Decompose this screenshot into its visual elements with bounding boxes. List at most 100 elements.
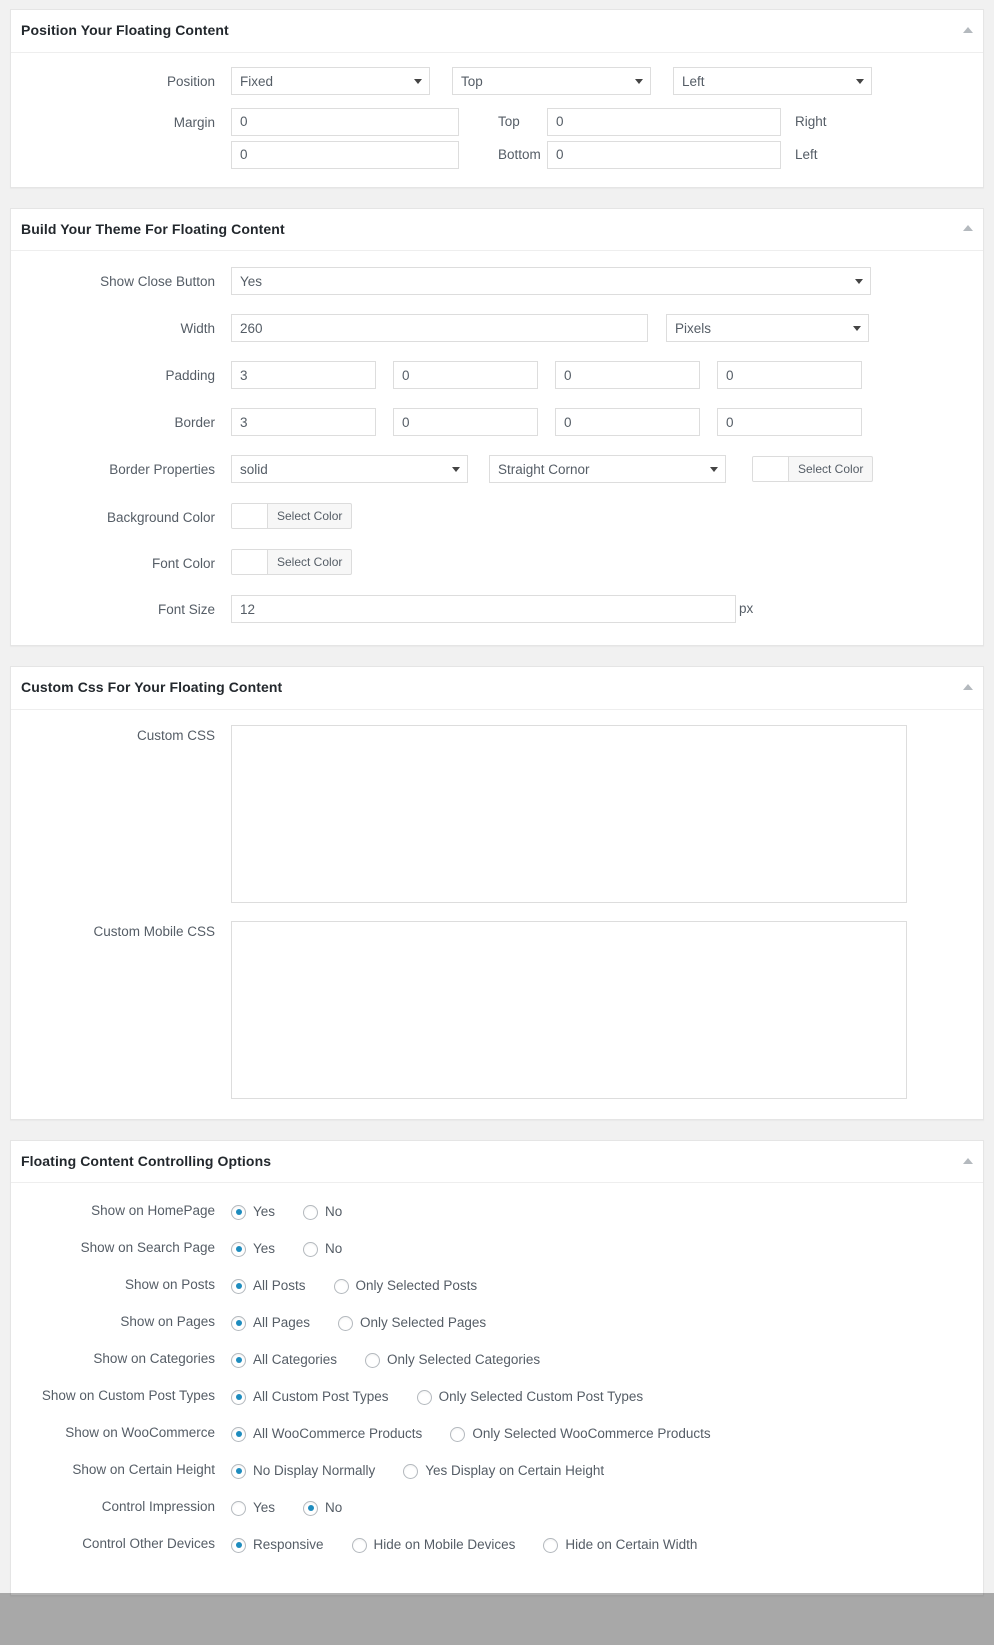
label-show-on-homepage: Show on HomePage (91, 1203, 215, 1219)
label-font-color: Font Color (151, 556, 215, 572)
custom-css-textarea[interactable] (231, 724, 907, 903)
radio-option-all-custom-post-types[interactable]: All Custom Post Types (231, 1384, 389, 1407)
radio-option-all-categories[interactable]: All Categories (231, 1347, 337, 1370)
radio-option-only-selected-woocommerce-products[interactable]: Only Selected WooCommerce Products (450, 1421, 711, 1444)
panel-header-theme[interactable]: Build Your Theme For Floating Content (11, 209, 983, 252)
show-close-button-select[interactable]: Yes (231, 267, 871, 296)
border-color-swatch[interactable] (753, 457, 789, 482)
margin-top-input[interactable] (231, 107, 459, 136)
radio-option-no[interactable]: No (303, 1495, 342, 1518)
field-row-show-on-custom-post-types: Show on Custom Post Types All Custom Post… (21, 1384, 973, 1407)
chevron-down-icon (855, 279, 863, 285)
radio-option-yes[interactable]: Yes (231, 1495, 275, 1518)
radio-option-only-selected-posts[interactable]: Only Selected Posts (333, 1273, 477, 1296)
padding-bottom-input[interactable] (555, 361, 700, 390)
font-size-unit-label: px (739, 601, 754, 617)
field-row-show-on-pages: Show on Pages All Pages Only Selected Page… (21, 1310, 973, 1333)
background-color-swatch[interactable] (232, 504, 268, 529)
radio-option-responsive[interactable]: Responsive (231, 1532, 324, 1555)
radio-option-no-display-normally[interactable]: No Display Normally (231, 1458, 375, 1481)
field-row-position: Position Fixed Top Left (21, 66, 973, 95)
font-color-picker-button[interactable]: Select Color (231, 549, 353, 576)
radio-unchecked-icon[interactable] (365, 1352, 381, 1368)
chevron-down-icon (856, 78, 864, 84)
radio-option-hide-on-certain-width[interactable]: Hide on Certain Width (543, 1532, 697, 1555)
radio-unchecked-icon[interactable] (543, 1537, 559, 1553)
label-padding: Padding (165, 368, 215, 384)
radio-checked-icon[interactable] (231, 1463, 246, 1479)
radio-option-no[interactable]: No (303, 1199, 342, 1222)
label-custom-mobile-css: Custom Mobile CSS (93, 923, 215, 939)
chevron-up-icon[interactable] (963, 683, 973, 690)
position-vertical-select[interactable]: Top (452, 66, 651, 95)
padding-left-input[interactable] (717, 361, 862, 390)
radio-group: No Display Normally Yes Display on Certai… (231, 1458, 973, 1481)
border-corner-select[interactable]: Straight Cornor (489, 455, 726, 484)
radio-option-all-posts[interactable]: All Posts (231, 1273, 306, 1296)
background-color-picker-button[interactable]: Select Color (231, 503, 353, 530)
radio-checked-icon[interactable] (303, 1500, 319, 1516)
panel-header-position[interactable]: Position Your Floating Content (11, 10, 983, 53)
margin-right-input[interactable] (547, 107, 781, 136)
border-top-input[interactable] (231, 408, 376, 437)
position-horizontal-select[interactable]: Left (673, 66, 872, 95)
panel-controlling-options: Floating Content Controlling Options Sho… (10, 1139, 984, 1597)
border-style-select[interactable]: solid (231, 455, 468, 484)
radio-option-hide-on-mobile-devices[interactable]: Hide on Mobile Devices (351, 1532, 515, 1555)
radio-checked-icon[interactable] (231, 1315, 246, 1331)
field-row-margin: Margin Top Right Bottom Left (21, 107, 973, 169)
radio-option-only-selected-pages[interactable]: Only Selected Pages (338, 1310, 486, 1333)
radio-option-no[interactable]: No (303, 1236, 342, 1259)
radio-option-yes[interactable]: Yes (231, 1236, 275, 1259)
panel-header-controlling-options[interactable]: Floating Content Controlling Options (11, 1141, 983, 1184)
radio-unchecked-icon[interactable] (416, 1389, 432, 1405)
position-type-select[interactable]: Fixed (231, 66, 430, 95)
radio-option-only-selected-custom-post-types[interactable]: Only Selected Custom Post Types (416, 1384, 643, 1407)
font-size-input[interactable] (231, 595, 736, 624)
width-input[interactable] (231, 314, 648, 343)
field-row-width: Width Pixels (21, 314, 973, 343)
radio-unchecked-icon[interactable] (231, 1500, 246, 1516)
radio-checked-icon[interactable] (231, 1204, 246, 1220)
radio-option-label: Only Selected WooCommerce Products (472, 1426, 711, 1442)
padding-top-input[interactable] (231, 361, 376, 390)
font-color-swatch[interactable] (232, 550, 268, 575)
radio-unchecked-icon[interactable] (450, 1426, 466, 1442)
radio-checked-icon[interactable] (231, 1241, 246, 1257)
margin-bottom-input[interactable] (231, 140, 459, 169)
radio-checked-icon[interactable] (231, 1389, 246, 1405)
settings-page: Position Your Floating Content Position … (10, 9, 984, 1597)
margin-top-label: Top (498, 113, 520, 129)
border-bottom-input[interactable] (555, 408, 700, 437)
radio-checked-icon[interactable] (231, 1352, 246, 1368)
panel-header-custom-css[interactable]: Custom Css For Your Floating Content (11, 667, 983, 710)
radio-option-all-pages[interactable]: All Pages (231, 1310, 310, 1333)
margin-left-input[interactable] (547, 140, 781, 169)
chevron-up-icon[interactable] (963, 225, 973, 232)
radio-unchecked-icon[interactable] (303, 1204, 319, 1220)
radio-checked-icon[interactable] (231, 1537, 246, 1553)
radio-unchecked-icon[interactable] (351, 1537, 367, 1553)
field-row-border: Border (21, 408, 973, 437)
radio-option-yes-display-on-certain-height[interactable]: Yes Display on Certain Height (403, 1458, 604, 1481)
chevron-down-icon (710, 467, 718, 473)
chevron-up-icon[interactable] (963, 1157, 973, 1164)
border-left-input[interactable] (717, 408, 862, 437)
radio-option-only-selected-categories[interactable]: Only Selected Categories (365, 1347, 540, 1370)
radio-unchecked-icon[interactable] (303, 1241, 319, 1257)
radio-option-label: No (325, 1241, 343, 1257)
chevron-up-icon[interactable] (963, 26, 973, 33)
radio-unchecked-icon[interactable] (333, 1278, 349, 1294)
custom-mobile-css-textarea[interactable] (231, 920, 907, 1099)
border-color-picker-button[interactable]: Select Color (752, 456, 874, 483)
radio-unchecked-icon[interactable] (403, 1463, 419, 1479)
radio-option-yes[interactable]: Yes (231, 1199, 275, 1222)
radio-checked-icon[interactable] (231, 1278, 246, 1294)
width-unit-select[interactable]: Pixels (666, 314, 869, 343)
radio-option-all-woocommerce-products[interactable]: All WooCommerce Products (231, 1421, 422, 1444)
border-right-input[interactable] (393, 408, 538, 437)
radio-checked-icon[interactable] (231, 1426, 246, 1442)
label-show-on-woocommerce: Show on WooCommerce (65, 1425, 215, 1441)
padding-right-input[interactable] (393, 361, 538, 390)
radio-unchecked-icon[interactable] (338, 1315, 354, 1331)
